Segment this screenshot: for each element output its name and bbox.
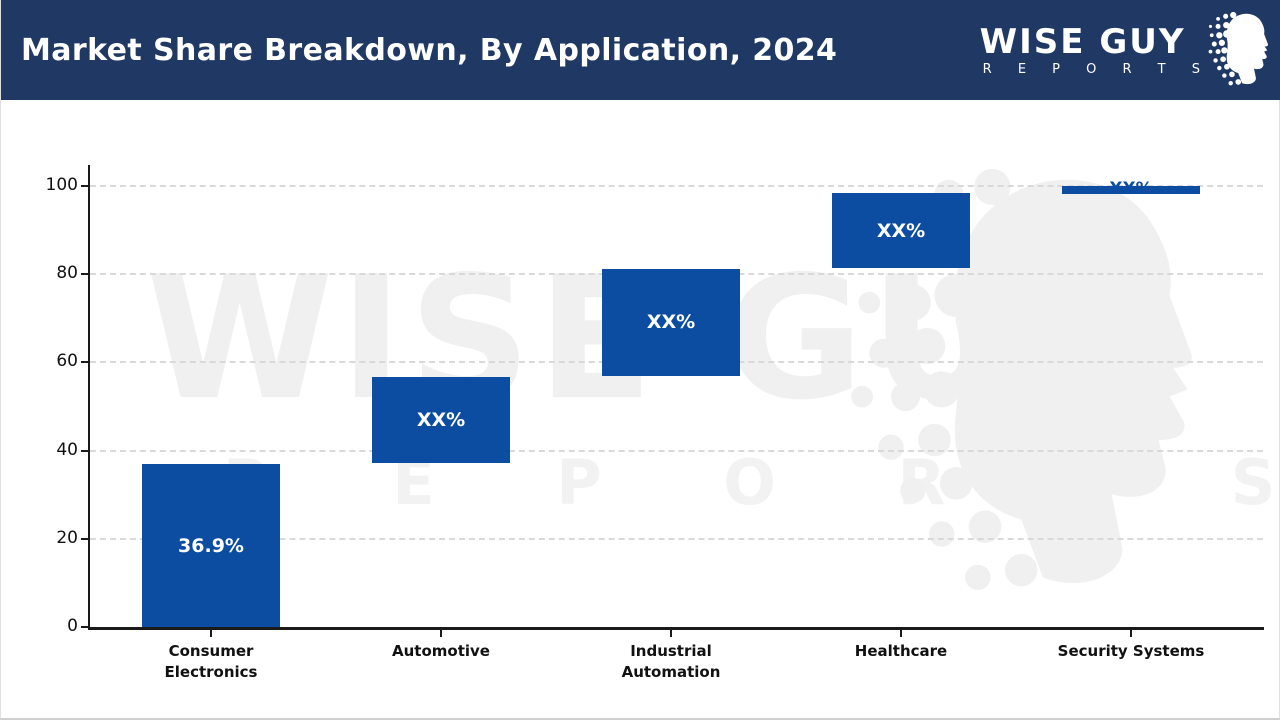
y-axis-spine (88, 165, 90, 630)
gridline-20 (90, 537, 1263, 540)
bar-value-label-industrial-automation: XX% (646, 311, 696, 334)
y-axis-tick-label-0: 0 (67, 616, 78, 636)
x-axis-tick-mark-automotive (440, 630, 442, 637)
x-axis-label-automotive: Automotive (392, 642, 490, 660)
x-axis-tick-mark-healthcare (900, 630, 902, 637)
chart-title: Market Share Breakdown, By Application, … (21, 32, 838, 68)
bar-healthcare: XX% (832, 193, 970, 269)
bar-consumer-electronics: 36.9% (142, 464, 280, 627)
x-axis-label-industrial-automation: Industrial Automation (621, 642, 721, 681)
y-axis-tick-mark-100 (81, 185, 89, 187)
logo-wordmark: WISE GUY (979, 21, 1186, 62)
x-axis-label-consumer-electronics: Consumer Electronics (164, 642, 258, 681)
y-axis-tick-label-60: 60 (56, 351, 78, 372)
y-axis-tick-label-80: 80 (56, 263, 78, 284)
y-axis-tick-mark-40 (81, 449, 89, 452)
y-axis-tick-label-20: 20 (56, 527, 78, 548)
y-axis-tick-mark-80 (81, 273, 89, 276)
x-axis-label-healthcare: Healthcare (854, 642, 948, 660)
bar-industrial-automation: XX% (602, 268, 740, 377)
y-axis-tick-mark-20 (81, 537, 89, 540)
y-axis-tick-mark-60 (81, 361, 89, 364)
x-axis-tick-mark-industrial-automation (670, 630, 672, 637)
header-bar: Market Share Breakdown, By Application, … (1, 0, 1280, 100)
brand-logo: WISE GUY R E P O R T S (980, 8, 1269, 94)
gridline-40 (90, 449, 1263, 452)
bar-value-label-automotive: XX% (416, 409, 466, 432)
bar-value-label-security-systems: XX% (1109, 178, 1153, 199)
logo-reports-text: R E P O R T S (982, 62, 1211, 78)
gridline-100 (90, 185, 1263, 187)
x-axis-tick-mark-security-systems (1130, 630, 1132, 637)
bar-value-label-healthcare: XX% (876, 219, 926, 242)
y-axis-tick-mark-0 (81, 626, 89, 628)
y-axis-tick-label-40: 40 (56, 439, 78, 460)
x-axis-label-security-systems: Security Systems (1057, 642, 1205, 660)
logo-text: WISE GUY R E P O R T S (979, 21, 1211, 78)
x-axis-spine (88, 627, 1264, 630)
x-axis-tick-mark-consumer-electronics (210, 630, 212, 637)
bar-value-label-consumer-electronics: 36.9% (178, 534, 244, 557)
bar-automotive: XX% (372, 377, 510, 463)
y-axis-tick-label-100: 100 (45, 175, 78, 195)
